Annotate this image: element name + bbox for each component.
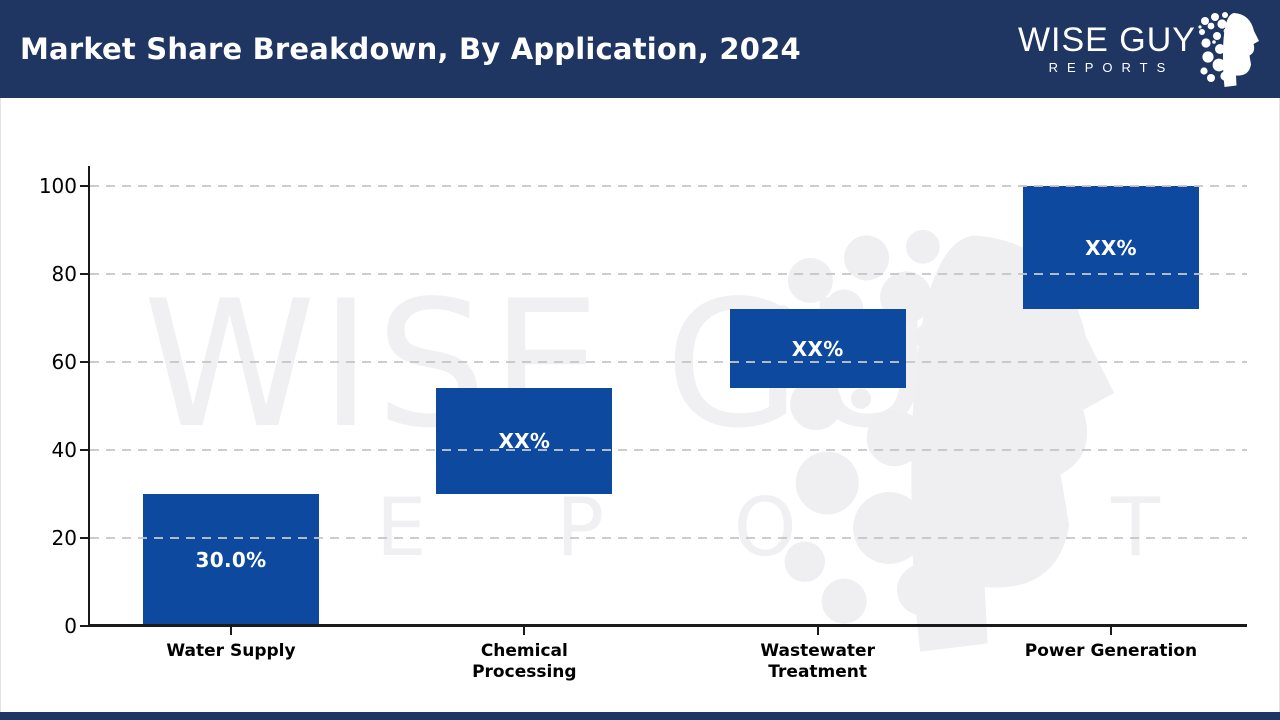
y-axis-line (88, 166, 90, 627)
gridline (90, 537, 1247, 539)
logo-subtitle: REPORTS (1048, 60, 1175, 75)
page-title: Market Share Breakdown, By Application, … (20, 32, 801, 66)
x-tick (230, 627, 232, 635)
gridline (90, 185, 1247, 187)
y-tick-label: 20 (51, 526, 77, 550)
x-tick (523, 627, 526, 635)
header-bar: Market Share Breakdown, By Application, … (0, 0, 1280, 98)
gridline (90, 273, 1247, 275)
bar-segment: XX% (729, 309, 906, 389)
logo-head-icon (1198, 12, 1259, 87)
bar-segment: XX% (436, 388, 613, 494)
y-tick-label: 60 (51, 350, 77, 374)
category-label: Power Generation (1024, 641, 1198, 661)
bar-value-label: XX% (791, 336, 844, 361)
y-tick (80, 361, 89, 363)
footer-bar (0, 712, 1280, 720)
x-axis-line (88, 624, 1247, 627)
y-tick-label: 40 (51, 438, 77, 462)
y-tick-label: 100 (38, 174, 77, 198)
x-tick (816, 627, 819, 635)
brand-logo: WISE GUY REPORTS (1018, 9, 1262, 89)
category-label: Water Supply (166, 641, 296, 661)
watermark-subtext: R E P O R T S (191, 481, 1280, 574)
bar-segment: XX% (1022, 186, 1199, 310)
bar-segment: 30.0% (143, 494, 319, 626)
y-tick (80, 185, 89, 187)
gridline (90, 361, 1247, 363)
category-label: Wastewater Treatment (760, 641, 875, 683)
bar-value-label: 30.0% (195, 548, 267, 572)
y-tick (80, 273, 89, 275)
y-tick (80, 449, 89, 451)
y-tick-label: 0 (64, 614, 77, 638)
y-tick (80, 537, 89, 539)
x-tick (1109, 627, 1112, 635)
y-tick-label: 80 (51, 262, 77, 286)
bar-value-label: XX% (1085, 235, 1137, 260)
logo-wordmark: WISE GUY (1017, 21, 1196, 59)
category-label: Chemical Processing (472, 641, 577, 683)
gridline (90, 449, 1247, 451)
y-tick (80, 625, 89, 627)
